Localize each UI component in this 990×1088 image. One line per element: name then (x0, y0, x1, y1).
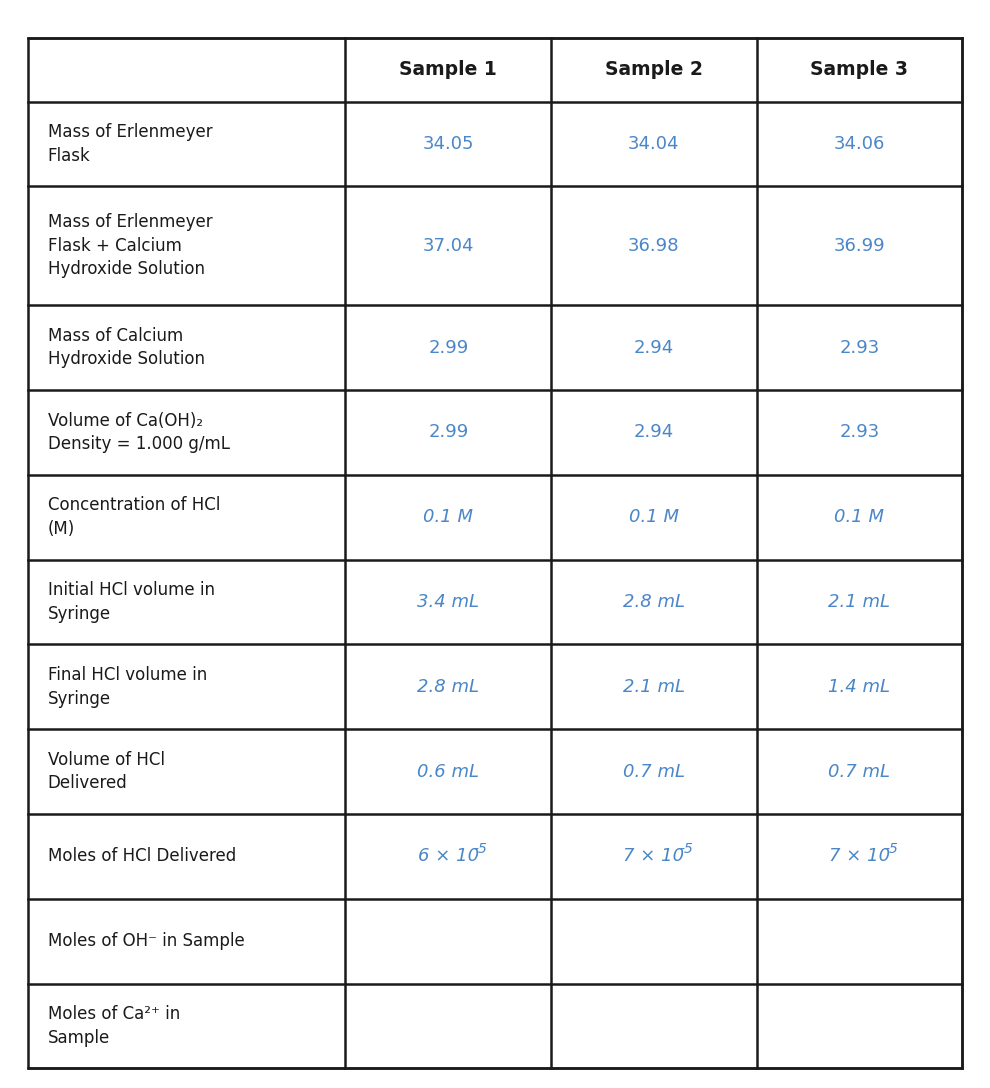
Text: 1.4 mL: 1.4 mL (829, 678, 890, 696)
Text: Moles of Ca²⁺ in
Sample: Moles of Ca²⁺ in Sample (48, 1005, 180, 1047)
Text: -5: -5 (473, 842, 487, 856)
Text: 2.94: 2.94 (634, 423, 674, 442)
Text: -5: -5 (679, 842, 693, 856)
Text: 2.99: 2.99 (428, 338, 468, 357)
Text: Sample 1: Sample 1 (399, 60, 497, 79)
Text: 36.98: 36.98 (628, 237, 679, 255)
Text: Moles of HCl Delivered: Moles of HCl Delivered (48, 848, 236, 865)
Text: Mass of Calcium
Hydroxide Solution: Mass of Calcium Hydroxide Solution (48, 326, 205, 369)
Text: Sample 3: Sample 3 (811, 60, 909, 79)
Text: 0.1 M: 0.1 M (835, 508, 884, 527)
Text: 2.1 mL: 2.1 mL (829, 593, 890, 611)
Text: 7 × 10: 7 × 10 (829, 848, 890, 865)
Text: 34.04: 34.04 (628, 135, 679, 153)
Text: 2.93: 2.93 (840, 423, 879, 442)
Text: Mass of Erlenmeyer
Flask + Calcium
Hydroxide Solution: Mass of Erlenmeyer Flask + Calcium Hydro… (48, 213, 212, 279)
Text: 0.1 M: 0.1 M (424, 508, 473, 527)
Text: Volume of Ca(OH)₂
Density = 1.000 g/mL: Volume of Ca(OH)₂ Density = 1.000 g/mL (48, 411, 230, 454)
Text: 36.99: 36.99 (834, 237, 885, 255)
Text: 0.7 mL: 0.7 mL (623, 763, 685, 780)
Text: Concentration of HCl
(M): Concentration of HCl (M) (48, 496, 220, 537)
Text: 34.06: 34.06 (834, 135, 885, 153)
Text: 6 × 10: 6 × 10 (418, 848, 479, 865)
Text: Moles of OH⁻ in Sample: Moles of OH⁻ in Sample (48, 932, 245, 950)
Text: 2.8 mL: 2.8 mL (417, 678, 479, 696)
Text: Initial HCl volume in
Syringe: Initial HCl volume in Syringe (48, 581, 215, 622)
Text: Sample 2: Sample 2 (605, 60, 703, 79)
Text: 2.1 mL: 2.1 mL (623, 678, 685, 696)
Text: 37.04: 37.04 (423, 237, 474, 255)
Text: 2.93: 2.93 (840, 338, 879, 357)
Text: 2.8 mL: 2.8 mL (623, 593, 685, 611)
Text: -5: -5 (884, 842, 898, 856)
Text: Volume of HCl
Delivered: Volume of HCl Delivered (48, 751, 164, 792)
Text: 0.1 M: 0.1 M (629, 508, 679, 527)
Text: 0.7 mL: 0.7 mL (829, 763, 890, 780)
Text: 3.4 mL: 3.4 mL (417, 593, 479, 611)
Text: Mass of Erlenmeyer
Flask: Mass of Erlenmeyer Flask (48, 123, 212, 165)
Text: 34.05: 34.05 (423, 135, 474, 153)
Text: 2.94: 2.94 (634, 338, 674, 357)
Text: Final HCl volume in
Syringe: Final HCl volume in Syringe (48, 666, 207, 707)
Text: 2.99: 2.99 (428, 423, 468, 442)
Text: 0.6 mL: 0.6 mL (417, 763, 479, 780)
Text: 7 × 10: 7 × 10 (624, 848, 684, 865)
